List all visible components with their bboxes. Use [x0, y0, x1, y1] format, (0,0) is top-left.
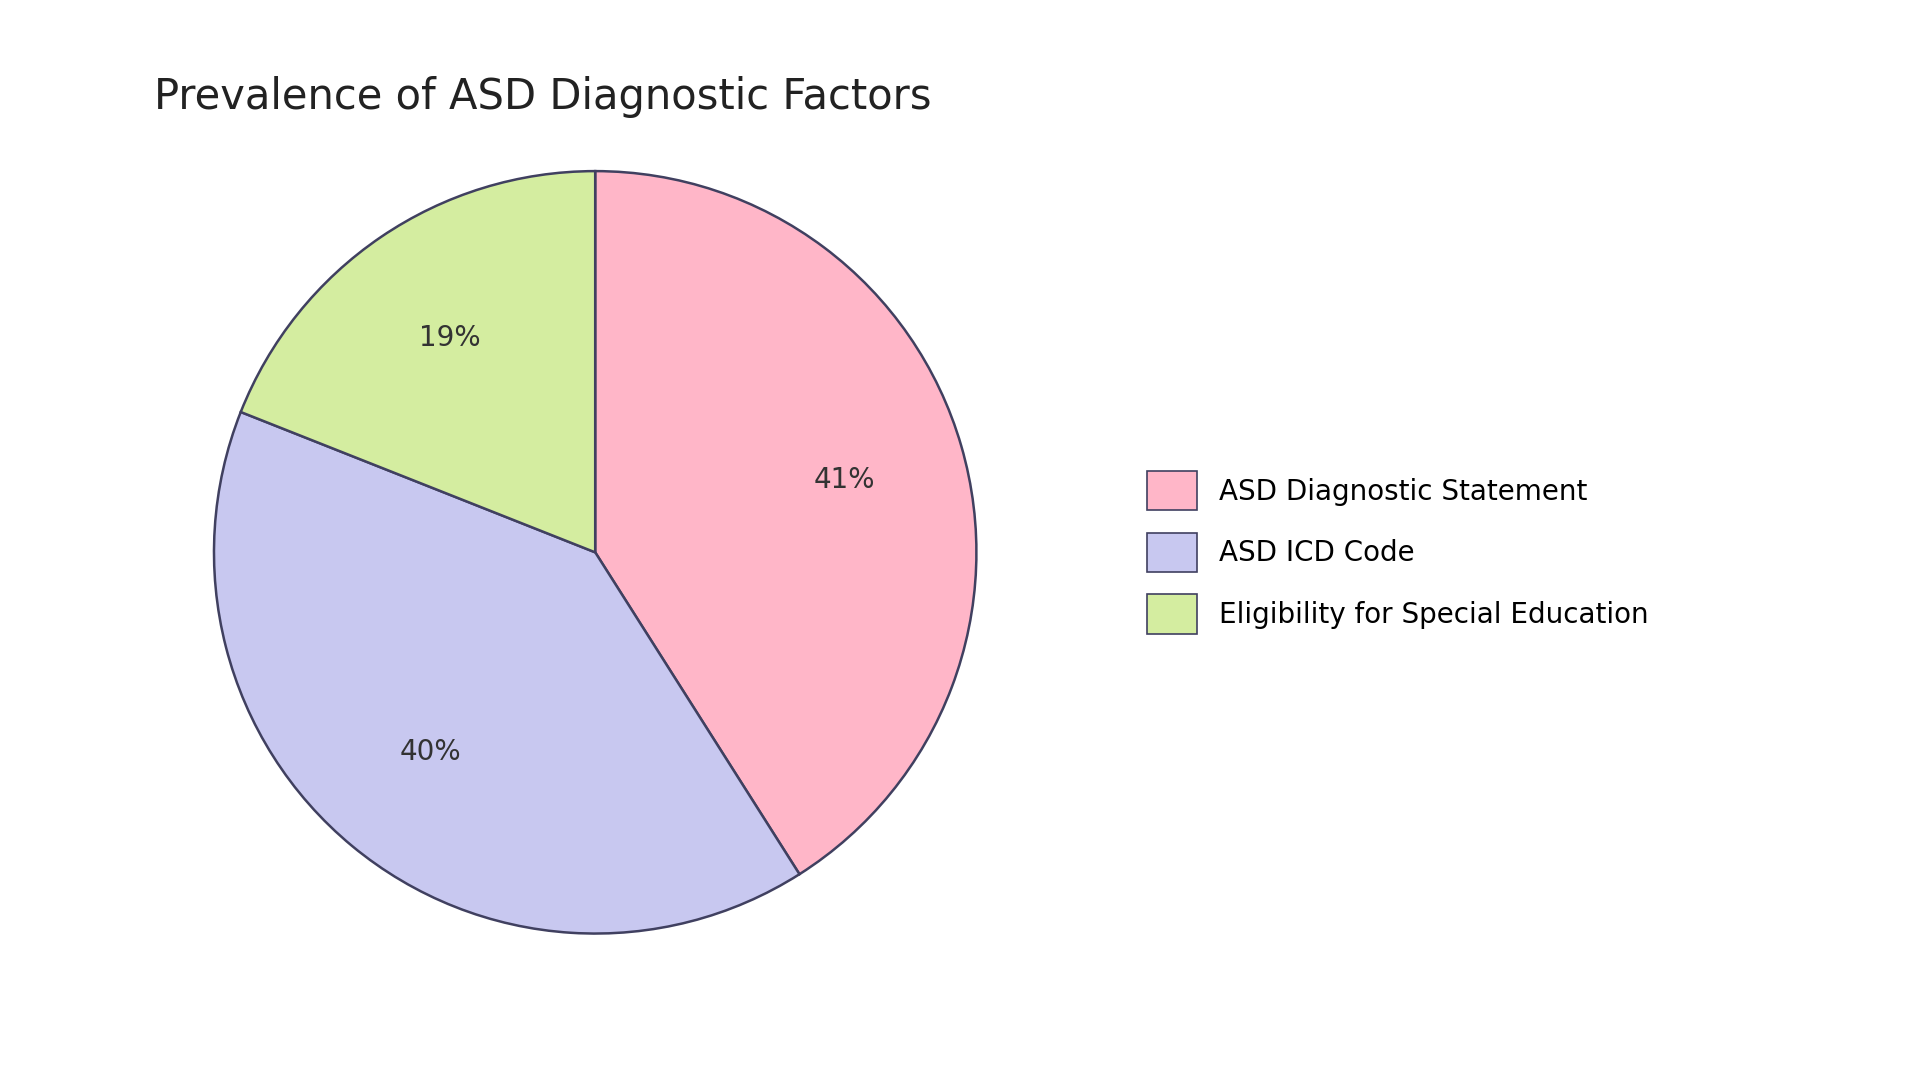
Legend: ASD Diagnostic Statement, ASD ICD Code, Eligibility for Special Education: ASD Diagnostic Statement, ASD ICD Code, …: [1133, 457, 1663, 648]
Wedge shape: [595, 171, 977, 874]
Text: 41%: 41%: [814, 466, 876, 494]
Text: 19%: 19%: [419, 324, 480, 352]
Wedge shape: [240, 171, 595, 552]
Wedge shape: [213, 412, 799, 934]
Text: 40%: 40%: [399, 739, 461, 766]
Text: Prevalence of ASD Diagnostic Factors: Prevalence of ASD Diagnostic Factors: [154, 76, 931, 118]
